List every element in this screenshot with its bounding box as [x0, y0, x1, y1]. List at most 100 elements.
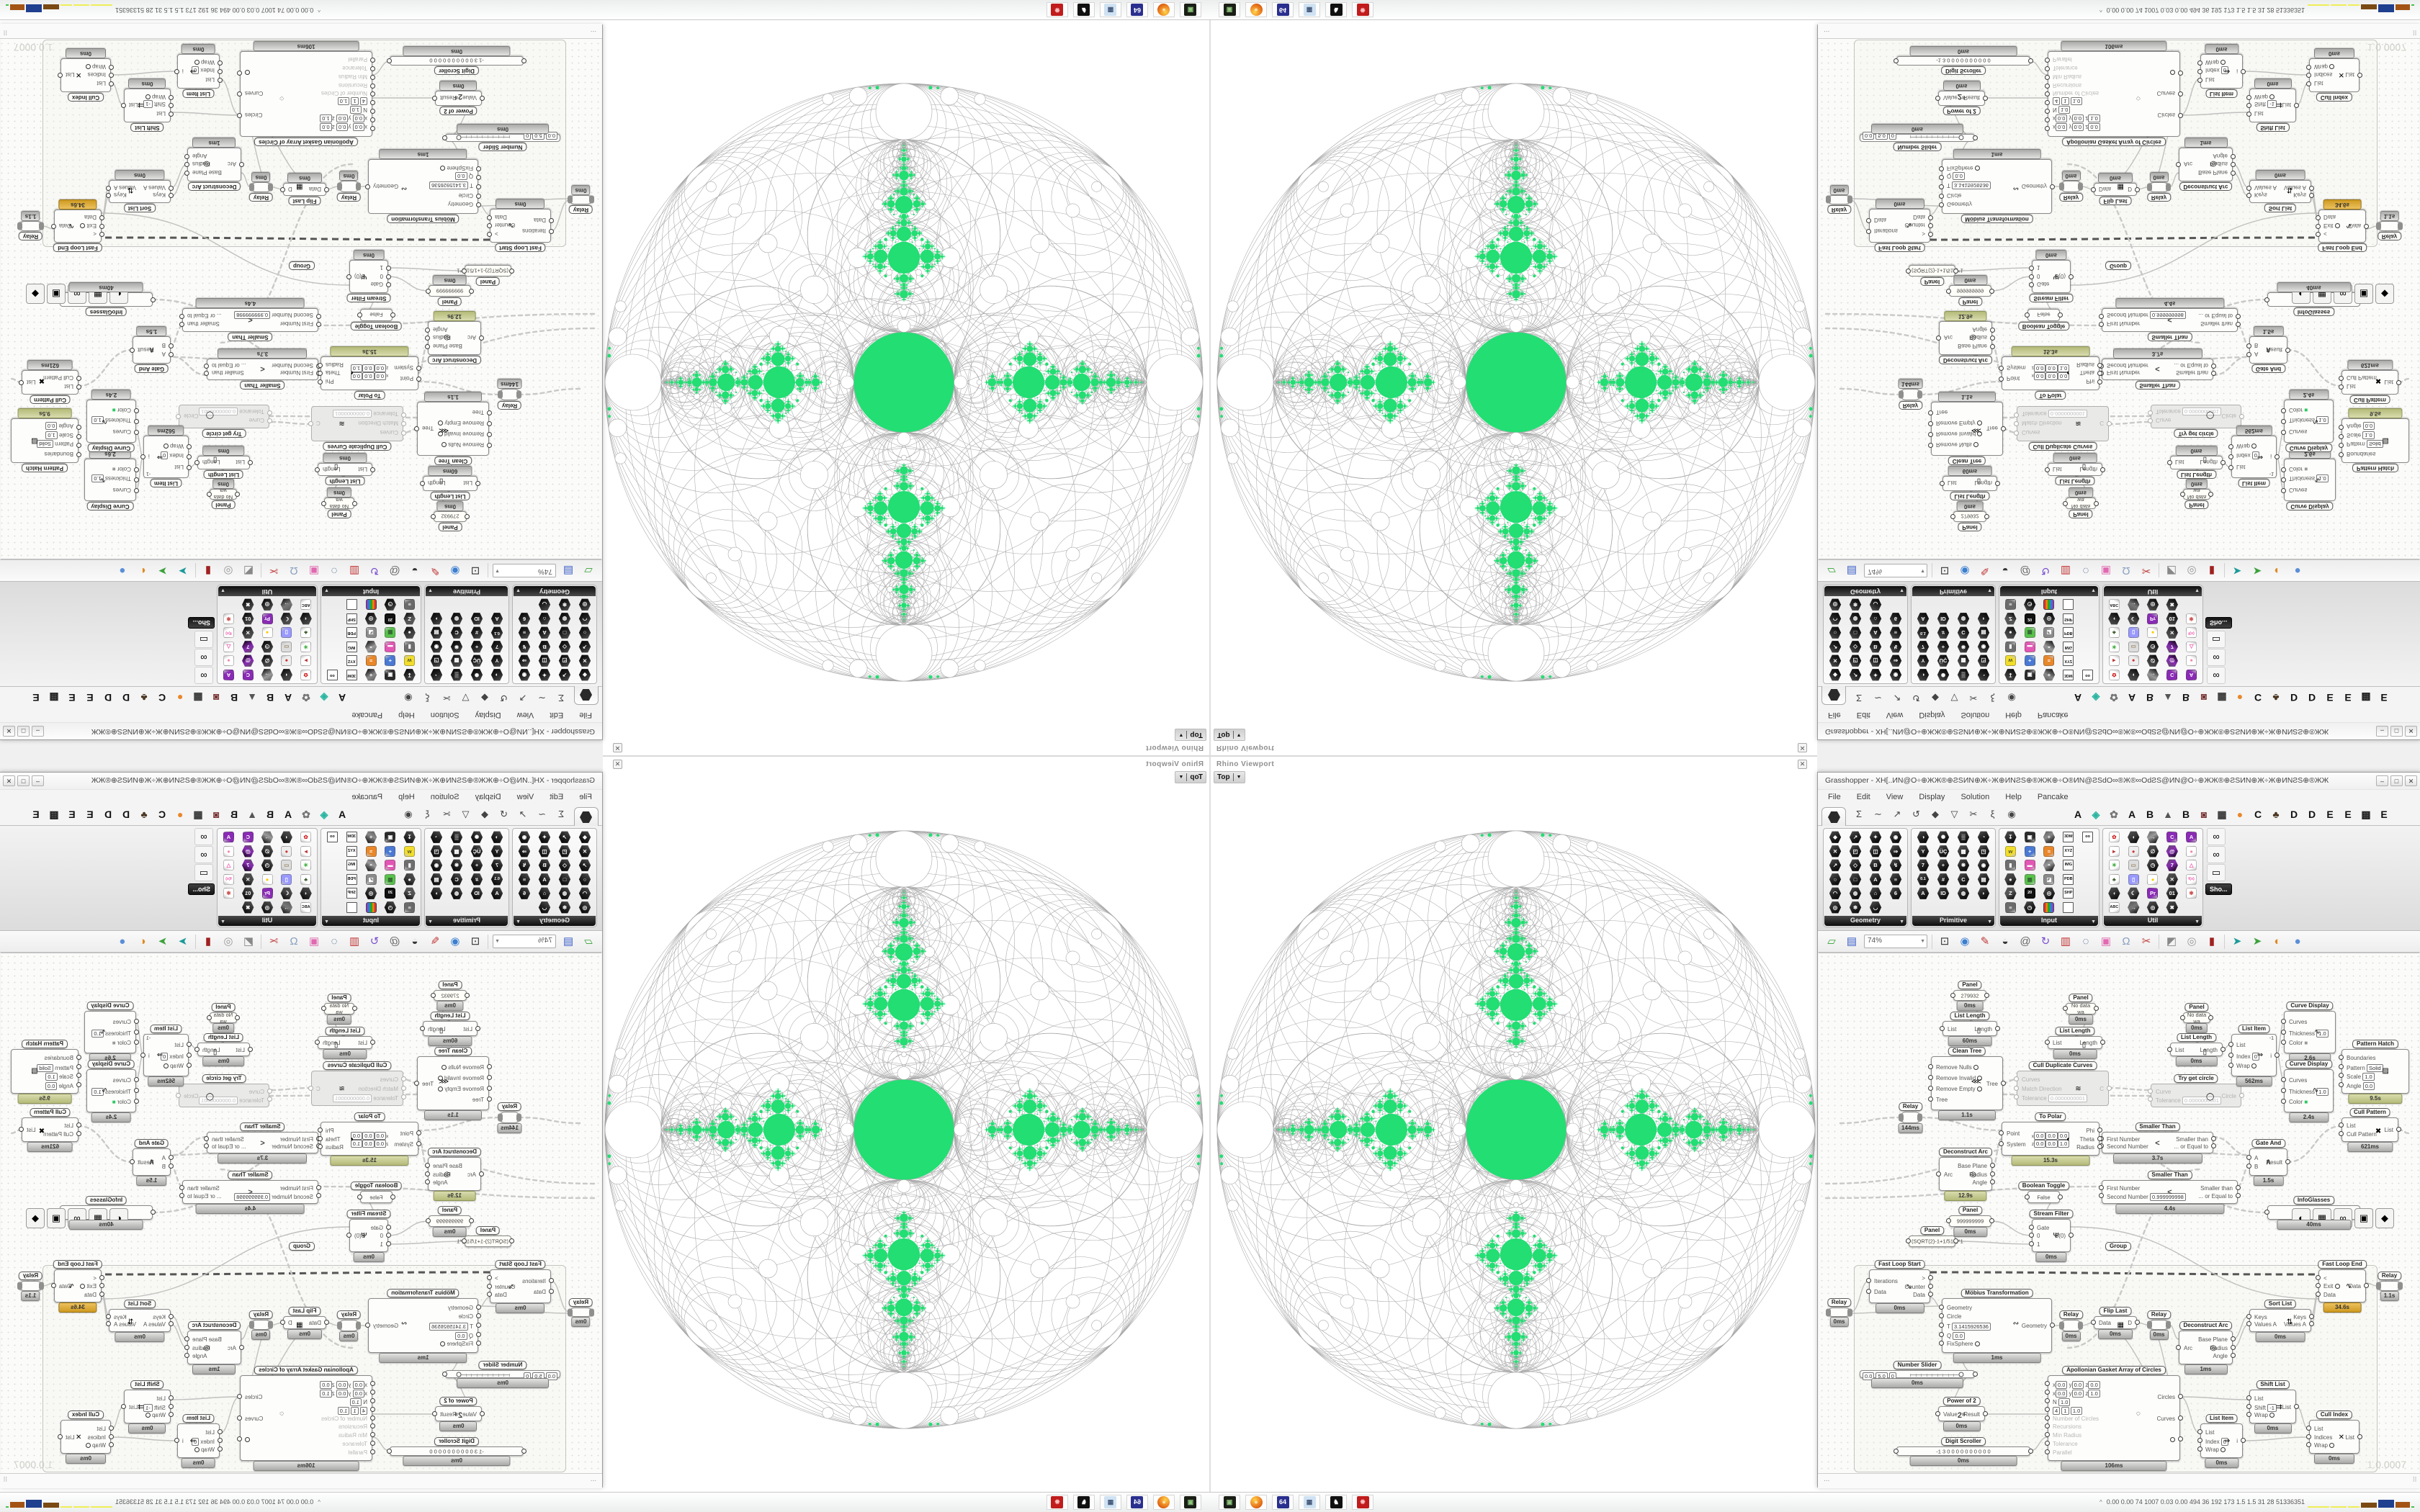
component-icon[interactable]: ÜÇ: [1937, 845, 1950, 858]
component-icon[interactable]: f(x): [223, 873, 235, 886]
output-port[interactable]: [176, 1092, 181, 1098]
output-port[interactable]: [1990, 327, 1995, 333]
component-icon[interactable]: XYZ: [2062, 845, 2074, 858]
tab-icon-15[interactable]: ▲: [2160, 692, 2176, 703]
component-icon[interactable]: ◉: [431, 859, 443, 871]
component-icon[interactable]: ∅: [261, 845, 274, 858]
output-port[interactable]: [431, 992, 436, 998]
toolbar-icon-15[interactable]: ◩: [2164, 563, 2179, 579]
input-port[interactable]: [169, 94, 174, 100]
shelf-extra-icon-0[interactable]: ∞: [194, 828, 213, 845]
input-port[interactable]: [134, 1099, 139, 1104]
component-icon[interactable]: ▯: [280, 873, 292, 886]
close-button[interactable]: ✕: [3, 775, 15, 786]
gh-node-curve-display[interactable]: Curve Display Curves Thickness 1.0 Color ■ ∿…: [84, 1002, 139, 1063]
output-port[interactable]: [174, 1438, 179, 1443]
tab-icon-1[interactable]: ∼: [534, 692, 550, 703]
component-icon[interactable]: C: [451, 626, 463, 639]
output-port[interactable]: [2231, 1353, 2236, 1359]
component-icon[interactable]: ◉: [1889, 831, 1902, 843]
output-port[interactable]: [19, 1127, 24, 1132]
gh-node-panel[interactable]: Panel No data wa 0ms: [2180, 1003, 2213, 1033]
input-port[interactable]: [2339, 1073, 2344, 1079]
toolbar-icon-12[interactable]: Ω: [286, 563, 302, 579]
gh-node-cull-index[interactable]: Cull Index List Indices Wrap List ✕ 0ms: [58, 1410, 114, 1464]
menu-solution[interactable]: Solution: [431, 711, 460, 722]
component-icon[interactable]: +: [1937, 641, 1950, 653]
component-icon[interactable]: PDB: [2062, 873, 2074, 886]
menu-file[interactable]: File: [1828, 790, 1841, 801]
tab-icon-20[interactable]: C: [2250, 809, 2266, 820]
component-icon[interactable]: ◰: [1849, 845, 1862, 858]
component-icon[interactable]: ●: [2146, 873, 2159, 886]
gh-node-panel[interactable]: Panel No data wa 0ms: [2063, 487, 2099, 518]
toolbar-icon-16[interactable]: ◎: [2184, 563, 2200, 579]
input-port[interactable]: [2339, 1063, 2344, 1069]
output-port[interactable]: [2135, 1320, 2140, 1325]
input-port[interactable]: [1928, 1075, 1933, 1080]
output-port[interactable]: [1990, 1162, 1995, 1168]
component-icon[interactable]: ◓: [2043, 641, 2055, 653]
component-icon[interactable]: Pr: [261, 613, 274, 625]
component-icon[interactable]: ●: [2185, 845, 2197, 858]
gh-node-fast-loop-start[interactable]: Fast Loop Start Iterations Data > Counter Dat…: [487, 199, 554, 252]
grasshopper-titlebar[interactable]: Grasshopper - XH[..ИN@O÷⊕ЖЖ®⊕ƧSИN⊕Ж÷Ж⊕ИN…: [1818, 773, 2420, 790]
input-port[interactable]: [2246, 1164, 2251, 1169]
gh-node-number-slider[interactable]: Number Slider 0.0 5.0 0 0ms: [442, 124, 560, 151]
input-port[interactable]: [151, 297, 156, 302]
component-icon[interactable]: ◖: [280, 831, 292, 843]
gh-node-smaller-than[interactable]: Smaller Than First Number Second Number Sma…: [2099, 348, 2216, 390]
component-icon[interactable]: ♣: [2108, 626, 2120, 639]
component-icon[interactable]: A: [223, 831, 235, 843]
toolbar-icon-7[interactable]: @: [2017, 563, 2033, 579]
input-port[interactable]: [316, 322, 321, 327]
gh-node-m-bius-transformation[interactable]: Möbius Transformation Geometry Circle T 3.1…: [365, 1289, 481, 1363]
input-port[interactable]: [401, 1094, 406, 1099]
component-icon[interactable]: ID: [2062, 901, 2074, 914]
component-icon[interactable]: ◍: [1849, 887, 1862, 899]
tab-icon-0[interactable]: Σ: [1851, 693, 1867, 703]
tab-icon-10[interactable]: A: [2070, 692, 2086, 703]
panel-footer-primitive[interactable]: Primitive ▼: [426, 916, 508, 926]
component-icon[interactable]: ◪: [2043, 626, 2055, 639]
input-port[interactable]: [239, 1344, 244, 1350]
component-icon[interactable]: ◖: [300, 613, 312, 625]
component-icon[interactable]: ∅: [261, 654, 274, 667]
component-icon[interactable]: ✱: [223, 613, 235, 625]
gh-node-relay[interactable]: Relay 0ms: [248, 172, 274, 202]
component-icon[interactable]: ▭: [280, 641, 292, 653]
component-icon[interactable]: SHP: [2062, 887, 2074, 899]
toolbar-icon-16[interactable]: ◎: [220, 934, 236, 950]
input-port[interactable]: [2099, 1185, 2104, 1190]
gh-node-boolean-toggle[interactable]: Boolean Toggle False: [350, 1182, 403, 1203]
input-port[interactable]: [1928, 1097, 1933, 1102]
component-icon[interactable]: ▒: [1958, 669, 1970, 681]
component-icon[interactable]: ✱: [2185, 613, 2197, 625]
component-icon[interactable]: ↧: [2004, 669, 2017, 681]
output-port[interactable]: [2097, 1127, 2102, 1133]
gh-node-try-get-circle[interactable]: Try get circle Curve Tolerance 0.000000000…: [2148, 1074, 2244, 1107]
output-port[interactable]: [1953, 269, 1958, 274]
input-port[interactable]: [2316, 1291, 2321, 1297]
toolbar-icon-3[interactable]: ⊡: [467, 934, 483, 950]
taskbar-app-5[interactable]: ✹: [1047, 1495, 1068, 1510]
input-port[interactable]: [1939, 1331, 1944, 1337]
gh-node-deconstruct-arc[interactable]: Deconstruct Arc Arc Base Plane Radius Angle ◎…: [184, 138, 244, 191]
tab-icon-16[interactable]: B: [2178, 809, 2194, 820]
component-icon[interactable]: +: [2043, 831, 2056, 843]
input-port[interactable]: [134, 1077, 139, 1082]
show-more-button[interactable]: Sho...: [188, 883, 215, 895]
component-icon[interactable]: ◳: [431, 845, 443, 858]
component-icon[interactable]: ◆: [579, 831, 591, 843]
tab-icon-10[interactable]: A: [334, 809, 350, 820]
tab-icon-18[interactable]: ▦: [190, 809, 206, 821]
component-icon[interactable]: ▣: [2024, 831, 2036, 843]
component-icon[interactable]: ↧: [2004, 831, 2017, 843]
component-icon[interactable]: ID: [2062, 598, 2074, 611]
component-icon[interactable]: ◍: [451, 613, 463, 625]
gh-node-power-of-2[interactable]: Power of 2 Value Result 2⁸ 0ms: [432, 81, 485, 115]
component-icon[interactable]: oo: [2081, 669, 2094, 681]
gh-node-cull-index[interactable]: Cull Index List Indices Wrap List ✕ 0ms: [2306, 48, 2362, 102]
input-port[interactable]: [2281, 1077, 2286, 1082]
